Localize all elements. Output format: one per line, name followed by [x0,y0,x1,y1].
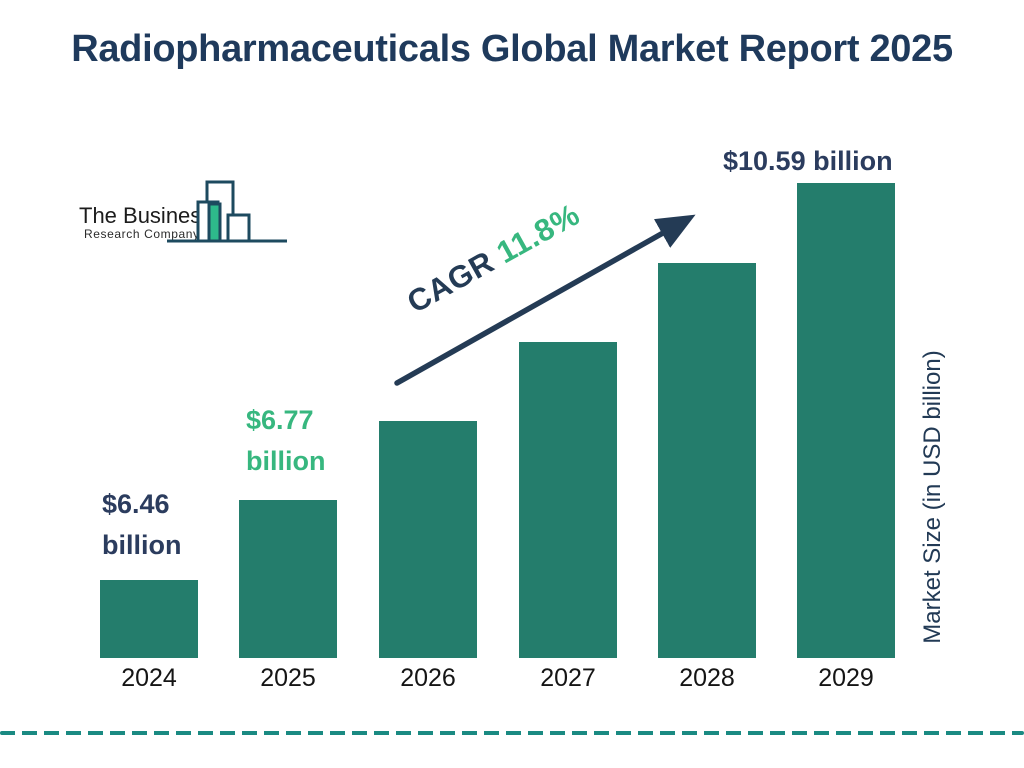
cagr-annotation: CAGR 11.8% [401,197,586,321]
year-label-2028: 2028 [679,664,735,692]
page-title: Radiopharmaceuticals Global Market Repor… [71,28,953,70]
bar-2024 [100,580,198,658]
cagr-label: CAGR [401,244,500,320]
bar-2027 [519,342,617,658]
company-logo: The Business Research Company [78,172,298,250]
cagr-value: 11.8% [490,196,586,271]
y-axis-label: Market Size (in USD billion) [919,350,946,644]
year-label-2026: 2026 [400,664,456,692]
year-label-2025: 2025 [260,664,316,692]
bar-chart-logo-icon [167,180,287,243]
year-label-2029: 2029 [818,664,874,692]
year-label-2024: 2024 [121,664,177,692]
value-label-2029: $10.59 billion [723,146,893,176]
bar-2029 [797,183,895,658]
bar-2025 [239,500,337,658]
year-label-2027: 2027 [540,664,596,692]
bottom-dashed-divider [0,731,1024,735]
logo-name-text: The Business [79,203,213,228]
value-label-2025: $6.77 billion [246,405,326,476]
value-label-2024: $6.46 billion [102,489,182,560]
logo-subtitle-text: Research Company [84,227,200,241]
bar-2028 [658,263,756,658]
bar-2026 [379,421,477,658]
